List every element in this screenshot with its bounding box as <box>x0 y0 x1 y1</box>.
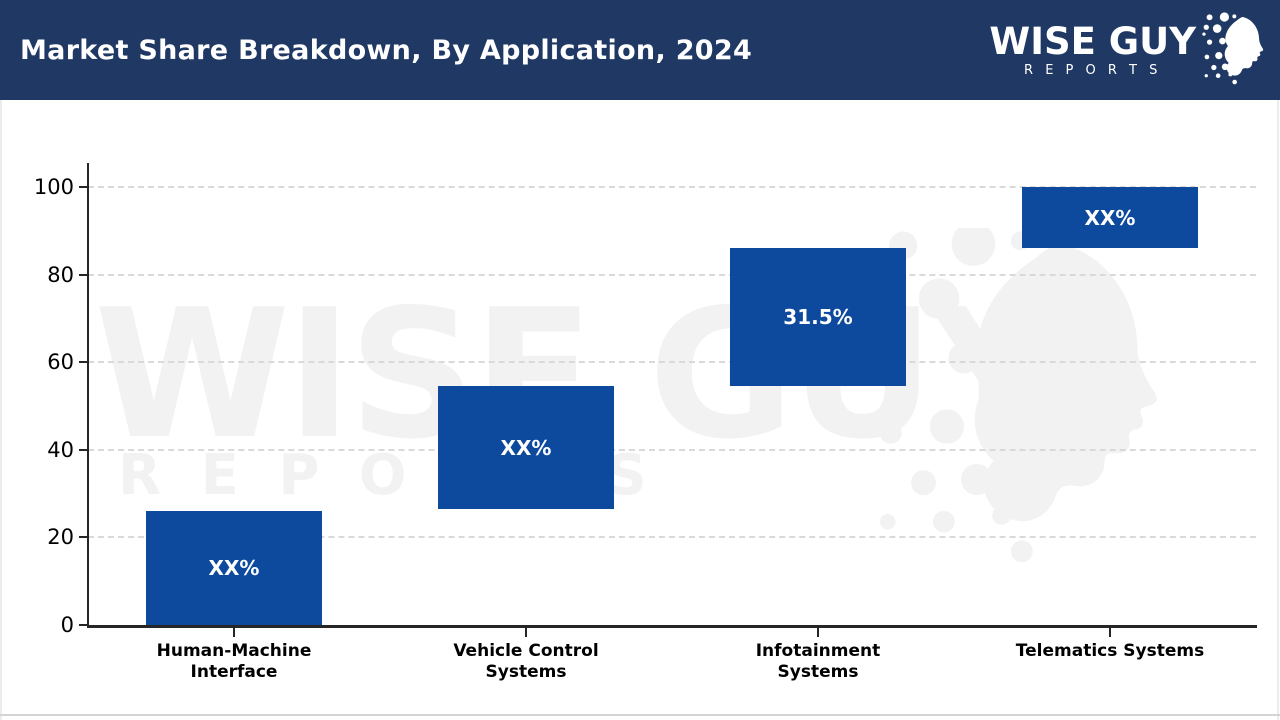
x-tick-mark <box>233 628 235 637</box>
left-border <box>0 100 2 720</box>
y-tick-label: 0 <box>60 613 74 637</box>
y-tick-mark <box>79 361 88 364</box>
logo-subtitle: R E P O R T S <box>1024 63 1162 78</box>
y-tick-mark <box>79 448 88 451</box>
bar-value-label: XX% <box>208 556 260 581</box>
logo-head-icon <box>1202 12 1264 85</box>
x-axis-line <box>87 625 1257 628</box>
y-tick-mark <box>79 186 88 188</box>
gridline <box>88 273 1256 276</box>
x-category-label: Human-Machine Interface <box>156 641 312 682</box>
y-tick-mark <box>79 536 88 539</box>
y-tick-label: 60 <box>47 350 74 375</box>
x-category-label: Vehicle Control Systems <box>453 641 599 682</box>
bottom-border <box>0 714 1280 716</box>
logo-wordmark: WISE GUY <box>989 20 1196 63</box>
y-tick-mark <box>79 624 88 626</box>
bar-value-label: 31.5% <box>783 305 853 330</box>
bar-segment <box>730 248 906 387</box>
y-tick-label: 80 <box>47 262 74 287</box>
y-tick-mark <box>79 273 88 276</box>
x-tick-mark <box>525 628 527 637</box>
bar-segment <box>1022 187 1198 249</box>
right-border <box>1277 100 1279 720</box>
x-tick-mark <box>817 628 819 637</box>
bar-segment <box>146 511 322 625</box>
bar-value-label: XX% <box>500 435 552 460</box>
x-category-label: Telematics Systems <box>1015 641 1205 661</box>
gridline <box>88 448 1256 451</box>
x-category-label: Infotainment Systems <box>755 641 881 682</box>
brand-logo: WISE GUY R E P O R T S <box>989 11 1266 89</box>
y-axis-line <box>87 163 89 627</box>
y-tick-label: 40 <box>47 437 74 462</box>
gridline <box>88 186 1256 188</box>
logo-text: WISE GUY R E P O R T S <box>989 23 1196 77</box>
page-title: Market Share Breakdown, By Application, … <box>20 34 753 66</box>
bar-segment <box>438 386 614 509</box>
header-bar: Market Share Breakdown, By Application, … <box>0 0 1280 100</box>
plot: 0 20 40 60 80 100 XX% Human-Machine Interface XX… <box>0 100 1280 720</box>
x-tick-mark <box>1109 628 1111 637</box>
bar-value-label: XX% <box>1084 205 1136 230</box>
y-tick-label: 20 <box>47 525 74 550</box>
y-tick-label: 100 <box>33 175 74 199</box>
chart-area: WISE GUY R E P O R T S 0 20 40 60 80 100 XX% Hu… <box>0 100 1280 720</box>
gridline <box>88 361 1256 364</box>
gridline <box>88 536 1256 539</box>
